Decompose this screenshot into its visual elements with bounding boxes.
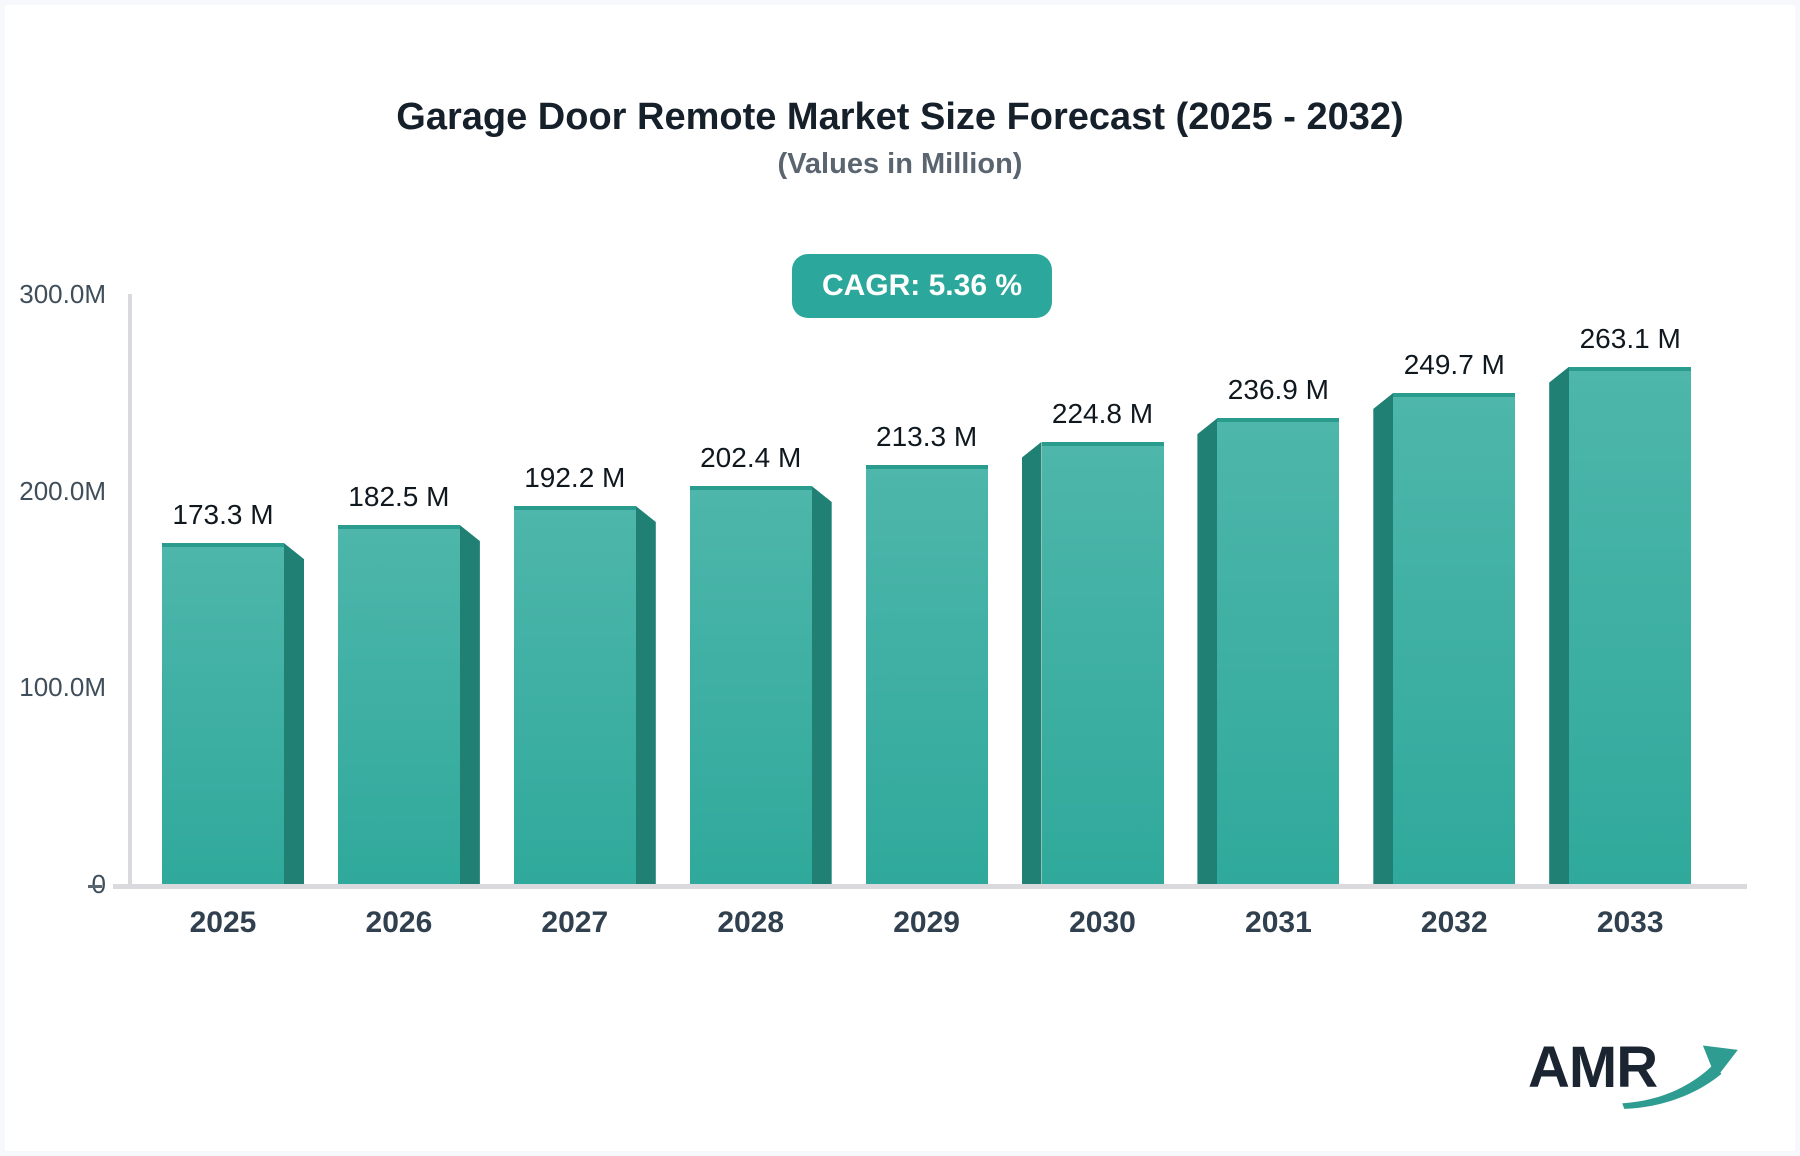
y-axis-line <box>128 294 132 884</box>
x-axis-label: 2027 <box>541 906 609 939</box>
bar <box>689 485 812 884</box>
y-axis-label: 300.0M <box>19 279 106 309</box>
x-axis-label: 2025 <box>189 906 257 939</box>
y-axis-label: 0 <box>91 869 106 899</box>
zero-tick-mark <box>88 885 102 888</box>
bar-side-panel <box>1549 366 1570 884</box>
x-axis-label: 2026 <box>365 906 433 939</box>
bar <box>1041 441 1164 884</box>
x-axis-label: 2029 <box>893 906 960 939</box>
x-axis-label: 2031 <box>1245 906 1312 939</box>
bar-value-label: 213.3 M <box>876 420 978 452</box>
x-axis-label: 2032 <box>1420 906 1488 939</box>
bar <box>1217 418 1340 884</box>
y-axis-label: 100.0M <box>19 672 106 703</box>
bar <box>337 525 460 884</box>
bar-value-label: 224.8 M <box>1051 397 1154 429</box>
bar-value-label: 192.2 M <box>524 462 626 493</box>
bar-side-panel <box>635 506 656 884</box>
bar-side-panel <box>1373 392 1394 884</box>
bar <box>1569 366 1692 884</box>
bar <box>865 464 988 884</box>
x-axis-label: 2028 <box>717 906 785 939</box>
amr-logo-text: AMR <box>1528 1035 1658 1100</box>
bar-value-label: 182.5 M <box>348 481 450 513</box>
bar-side-panel <box>811 485 832 884</box>
bar-value-label: 202.4 M <box>700 441 802 473</box>
cagr-badge: CAGR: 5.36 % <box>791 254 1053 318</box>
bar-value-label: 173.3 M <box>172 499 274 531</box>
bar-side-panel <box>459 525 480 884</box>
bar <box>162 543 284 884</box>
x-axis-label: 2033 <box>1596 906 1664 939</box>
x-axis-line <box>113 884 1747 889</box>
x-axis-label: 2030 <box>1069 906 1136 939</box>
bar <box>1393 392 1516 884</box>
bar-value-label: 249.7 M <box>1403 348 1505 380</box>
bar-value-label: 236.9 M <box>1227 374 1329 406</box>
chart-title: Garage Door Remote Market Size Forecast … <box>396 96 1404 138</box>
amr-logo: AMR <box>1528 1034 1748 1124</box>
bar-value-label: 263.1 M <box>1579 322 1681 354</box>
amr-logo-arrow-icon <box>1622 1045 1738 1109</box>
bar-side-panel <box>1021 441 1042 884</box>
bar <box>513 506 636 884</box>
y-axis-label: 200.0M <box>19 475 106 506</box>
chart-subtitle: (Values in Million) <box>777 148 1023 180</box>
bar-side-panel <box>1197 418 1218 884</box>
bar-side-panel <box>284 543 304 884</box>
